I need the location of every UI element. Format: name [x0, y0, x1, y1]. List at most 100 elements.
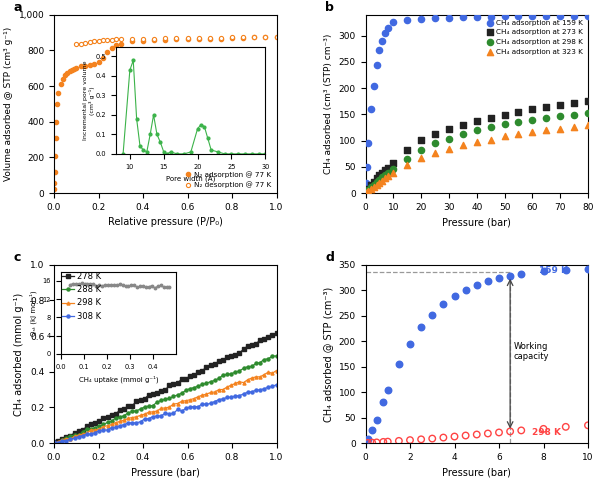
Y-axis label: Volume adsorbed @ STP (cm³ g⁻¹): Volume adsorbed @ STP (cm³ g⁻¹) [4, 27, 13, 181]
Point [405, 436, 415, 444]
CH₄ adsorption at 298 K [556, 112, 565, 120]
CH₄ adsorption at 273 K [383, 164, 392, 172]
N₂ adsorption @ 77 K [68, 67, 76, 73]
298 K [75, 432, 82, 438]
Point [505, 428, 515, 435]
N₂ adsorption @ 77 K [100, 55, 107, 61]
278 K [133, 398, 140, 404]
N₂ desorption @ 77 K [151, 36, 158, 41]
Point [505, 272, 515, 280]
Point [494, 275, 504, 282]
Line: 288 K: 288 K [52, 355, 278, 445]
N₂ adsorption @ 77 K [151, 37, 158, 43]
N₂ desorption @ 77 K [229, 35, 236, 40]
288 K [104, 419, 111, 425]
CH₄ adsorption at 273 K [527, 105, 537, 112]
CH₄ adsorption at 159 K [472, 13, 482, 20]
N₂ adsorption @ 77 K [91, 61, 98, 67]
N₂ adsorption @ 77 K [51, 169, 58, 175]
CH₄ adsorption at 298 K [444, 135, 454, 143]
CH₄ adsorption at 323 K [556, 125, 565, 132]
Line: N₂ adsorption @ 77 K: N₂ adsorption @ 77 K [52, 35, 278, 191]
CH₄ adsorption at 273 K [374, 171, 384, 179]
Point [367, 427, 377, 434]
CH₄ adsorption at 273 K [541, 103, 551, 111]
308 K [252, 387, 259, 393]
CH₄ adsorption at 298 K [527, 116, 537, 124]
N₂ adsorption @ 77 K [95, 59, 102, 65]
CH₄ adsorption at 159 K [380, 29, 390, 37]
CH₄ adsorption at 323 K [527, 129, 537, 136]
308 K [273, 382, 280, 388]
CH₄ adsorption at 159 K [486, 13, 496, 20]
CH₄ adsorption at 298 K [541, 114, 551, 122]
CH₄ adsorption at 273 K [366, 181, 376, 189]
N₂ desorption @ 77 K [173, 36, 180, 41]
CH₄ adsorption at 323 K [380, 174, 390, 182]
278 K [248, 342, 256, 348]
CH₄ adsorption at 323 K [416, 154, 426, 162]
N₂ adsorption @ 77 K [104, 49, 111, 55]
N₂ adsorption @ 77 K [262, 34, 269, 40]
CH₄ adsorption at 298 K [486, 123, 496, 131]
N₂ desorption @ 77 K [77, 40, 84, 46]
CH₄ adsorption at 323 K [383, 172, 392, 180]
298 K [273, 368, 280, 374]
CH₄ adsorption at 159 K [583, 12, 593, 19]
Point [517, 427, 526, 434]
N₂ desorption @ 77 K [273, 34, 280, 39]
CH₄ adsorption at 273 K [472, 117, 482, 125]
CH₄ adsorption at 159 K [430, 15, 440, 22]
288 K [92, 425, 99, 431]
Y-axis label: CH₄ adsorbed (mmol g⁻¹): CH₄ adsorbed (mmol g⁻¹) [14, 292, 25, 415]
N₂ desorption @ 77 K [206, 35, 214, 41]
CH₄ adsorption at 159 K [458, 13, 467, 21]
CH₄ adsorption at 298 K [569, 111, 579, 119]
Text: Working
capacity: Working capacity [514, 342, 549, 361]
298 K [269, 370, 276, 376]
N₂ desorption @ 77 K [217, 35, 224, 40]
N₂ desorption @ 77 K [184, 35, 191, 41]
CH₄ adsorption at 298 K [416, 146, 426, 154]
CH₄ adsorption at 159 K [444, 14, 454, 21]
N₂ desorption @ 77 K [73, 41, 80, 47]
CH₄ adsorption at 159 K [374, 46, 384, 54]
Text: 159 K: 159 K [539, 266, 568, 275]
CH₄ adsorption at 273 K [444, 125, 454, 133]
CH₄ adsorption at 298 K [389, 165, 398, 173]
298 K [104, 423, 111, 429]
CH₄ adsorption at 273 K [380, 166, 390, 174]
N₂ adsorption @ 77 K [52, 153, 59, 159]
N₂ adsorption @ 77 K [51, 180, 58, 186]
CH₄ adsorption at 323 K [389, 169, 398, 177]
Point [494, 429, 504, 436]
Point [394, 437, 404, 445]
CH₄ adsorption at 298 K [583, 110, 593, 117]
278 K [50, 439, 58, 445]
N₂ adsorption @ 77 K [77, 63, 84, 69]
N₂ adsorption @ 77 K [117, 40, 124, 46]
CH₄ adsorption at 159 K [369, 82, 379, 90]
CH₄ adsorption at 273 K [486, 114, 496, 122]
Point [372, 416, 382, 424]
CH₄ adsorption at 273 K [430, 131, 440, 138]
X-axis label: Pressure (bar): Pressure (bar) [442, 468, 511, 477]
N₂ desorption @ 77 K [91, 38, 98, 44]
CH₄ adsorption at 159 K [362, 163, 371, 171]
CH₄ adsorption at 298 K [403, 155, 412, 163]
CH₄ adsorption at 273 K [362, 187, 371, 195]
CH₄ adsorption at 273 K [416, 136, 426, 144]
278 K [92, 420, 99, 426]
CH₄ adsorption at 159 K [500, 12, 509, 20]
Point [539, 267, 548, 275]
N₂ adsorption @ 77 K [73, 65, 80, 71]
Line: 298 K: 298 K [52, 369, 278, 445]
CH₄ adsorption at 298 K [364, 186, 373, 194]
288 K [273, 353, 280, 359]
N₂ adsorption @ 77 K [108, 45, 115, 51]
CH₄ adsorption at 159 K [527, 12, 537, 20]
N₂ desorption @ 77 K [262, 34, 269, 40]
Point [416, 323, 426, 331]
Text: b: b [325, 1, 334, 14]
N₂ desorption @ 77 K [82, 40, 89, 46]
